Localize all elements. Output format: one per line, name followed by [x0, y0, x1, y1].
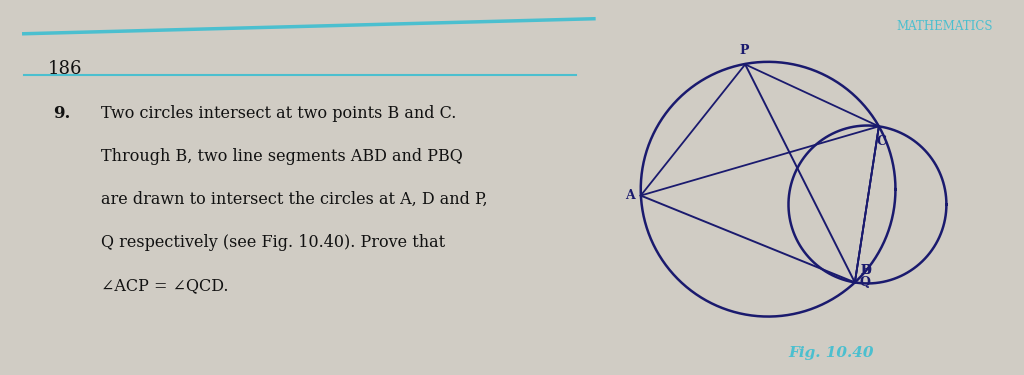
Text: D: D: [860, 264, 870, 278]
Text: 186: 186: [47, 60, 82, 78]
Text: Q: Q: [860, 276, 870, 289]
Text: are drawn to intersect the circles at A, D and P,: are drawn to intersect the circles at A,…: [101, 191, 487, 208]
Text: 9.: 9.: [53, 105, 71, 122]
Text: P: P: [739, 44, 749, 57]
Text: B: B: [860, 264, 870, 278]
Text: Through B, two line segments ABD and PBQ: Through B, two line segments ABD and PBQ: [101, 148, 463, 165]
Text: Two circles intersect at two points B and C.: Two circles intersect at two points B an…: [101, 105, 457, 122]
Text: Q respectively (see Fig. 10.40). Prove that: Q respectively (see Fig. 10.40). Prove t…: [101, 234, 445, 251]
Text: C: C: [877, 135, 887, 147]
Text: MATHEMATICS: MATHEMATICS: [897, 20, 993, 33]
Text: ∠ACP = ∠QCD.: ∠ACP = ∠QCD.: [101, 278, 228, 294]
Text: Fig. 10.40: Fig. 10.40: [788, 346, 873, 360]
Text: A: A: [625, 189, 635, 202]
